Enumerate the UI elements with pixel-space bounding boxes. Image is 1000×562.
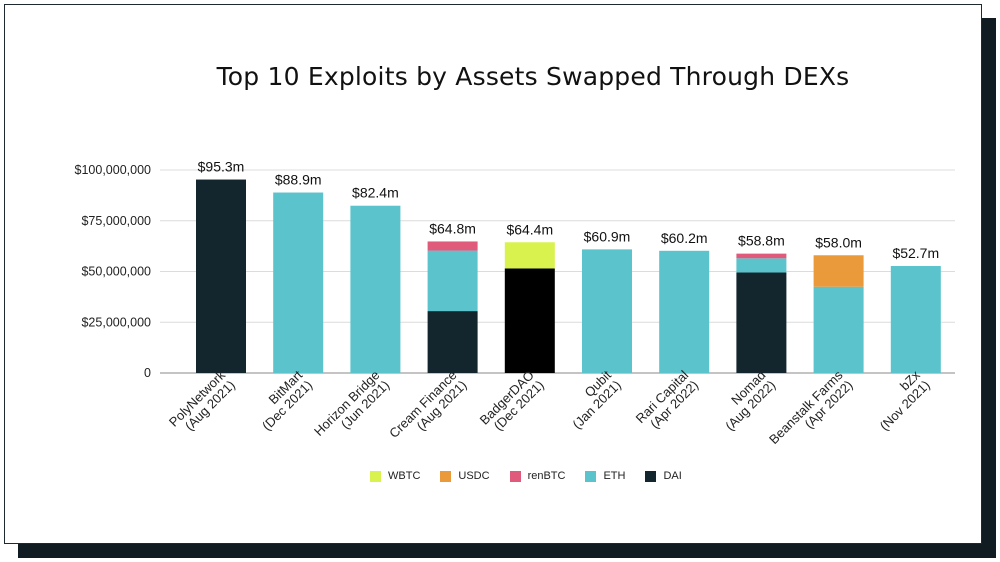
x-tick-label: Qubit(Jan 2021) (569, 367, 624, 432)
legend-label: DAI (663, 470, 682, 482)
data-label: $64.8m (429, 220, 476, 236)
legend-label: WBTC (388, 470, 421, 482)
y-tick-label: $25,000,000 (81, 315, 151, 329)
legend-label: USDC (458, 470, 490, 482)
bar-segment-eth (273, 192, 324, 373)
legend-swatch (509, 470, 521, 482)
chart-title: Top 10 Exploits by Assets Swapped Throug… (216, 62, 850, 91)
bar-segment-dai (736, 272, 787, 373)
bar-segment-wbtc (504, 242, 555, 269)
bar-segment-dai (504, 268, 555, 373)
bar-stack (196, 179, 246, 373)
data-label: $88.9m (275, 172, 322, 188)
bar-segment-dai (427, 311, 478, 373)
x-tick-label: PolyNetwork(Aug 2021) (166, 367, 238, 433)
data-label: $58.0m (815, 234, 862, 250)
x-tick-label: Rari Capital(Apr 2022) (633, 367, 702, 431)
data-label: $64.4m (506, 221, 553, 237)
x-tick-label: bZx(Nov 2021) (877, 367, 933, 433)
x-tick-label: Nomad(Aug 2022) (722, 367, 778, 433)
y-tick-label: $75,000,000 (81, 214, 151, 228)
bar-stack (427, 241, 478, 373)
legend-item-usdc: USDC (440, 470, 490, 482)
bar-segment-eth (736, 258, 787, 273)
legend-label: renBTC (527, 470, 566, 482)
bar-segment-eth (427, 250, 478, 312)
bar-stack (273, 192, 324, 373)
x-tick-label: Beanstalk Farms(Apr 2022) (766, 367, 855, 447)
chart-legend: WBTC USDC renBTC ETH DAI (370, 470, 702, 482)
legend-item-wbtc: WBTC (370, 470, 420, 482)
legend-swatch (645, 470, 657, 482)
x-tick-label: BitMart(Dec 2021) (259, 367, 315, 433)
bar-segment-eth (582, 249, 632, 373)
legend-swatch (585, 470, 597, 482)
x-tick-label: Horizon Bridge(Jun 2021) (311, 367, 392, 438)
legend-item-dai: DAI (645, 470, 682, 482)
bar-segment-eth (813, 286, 864, 373)
data-label: $60.9m (584, 228, 631, 244)
bar-stack (890, 266, 941, 373)
x-tick-label: Cream Finance(Aug 2021) (386, 367, 469, 440)
legend-label: ETH (603, 470, 626, 482)
x-tick-label: BadgerDAO(Dec 2021) (477, 367, 547, 433)
bar-stack (582, 249, 632, 373)
y-tick-label: $100,000,000 (75, 163, 152, 177)
bar-stack (504, 242, 555, 373)
y-tick-label: 0 (144, 366, 151, 380)
bar-stack (813, 255, 864, 373)
y-tick-label: $50,000,000 (81, 265, 151, 279)
legend-item-eth: ETH (585, 470, 625, 482)
bar-stack (659, 250, 710, 373)
bar-stack (736, 253, 787, 373)
bar-segment-renbtc (427, 241, 478, 251)
bar-segment-renbtc (736, 253, 787, 259)
bar-segment-eth (659, 250, 710, 373)
data-label: $60.2m (661, 230, 708, 246)
data-label: $52.7m (892, 245, 939, 261)
bar-stack (350, 205, 401, 373)
data-label: $82.4m (352, 185, 399, 201)
legend-swatch (370, 470, 381, 482)
data-label: $95.3m (198, 159, 245, 175)
legend-swatch (440, 470, 452, 482)
bar-segment-eth (890, 266, 941, 373)
data-label: $58.8m (738, 233, 785, 249)
bar-segment-dai (196, 179, 246, 373)
bar-segment-eth (350, 205, 401, 373)
legend-item-renbtc: renBTC (509, 470, 566, 482)
bar-segment-usdc (813, 255, 864, 287)
